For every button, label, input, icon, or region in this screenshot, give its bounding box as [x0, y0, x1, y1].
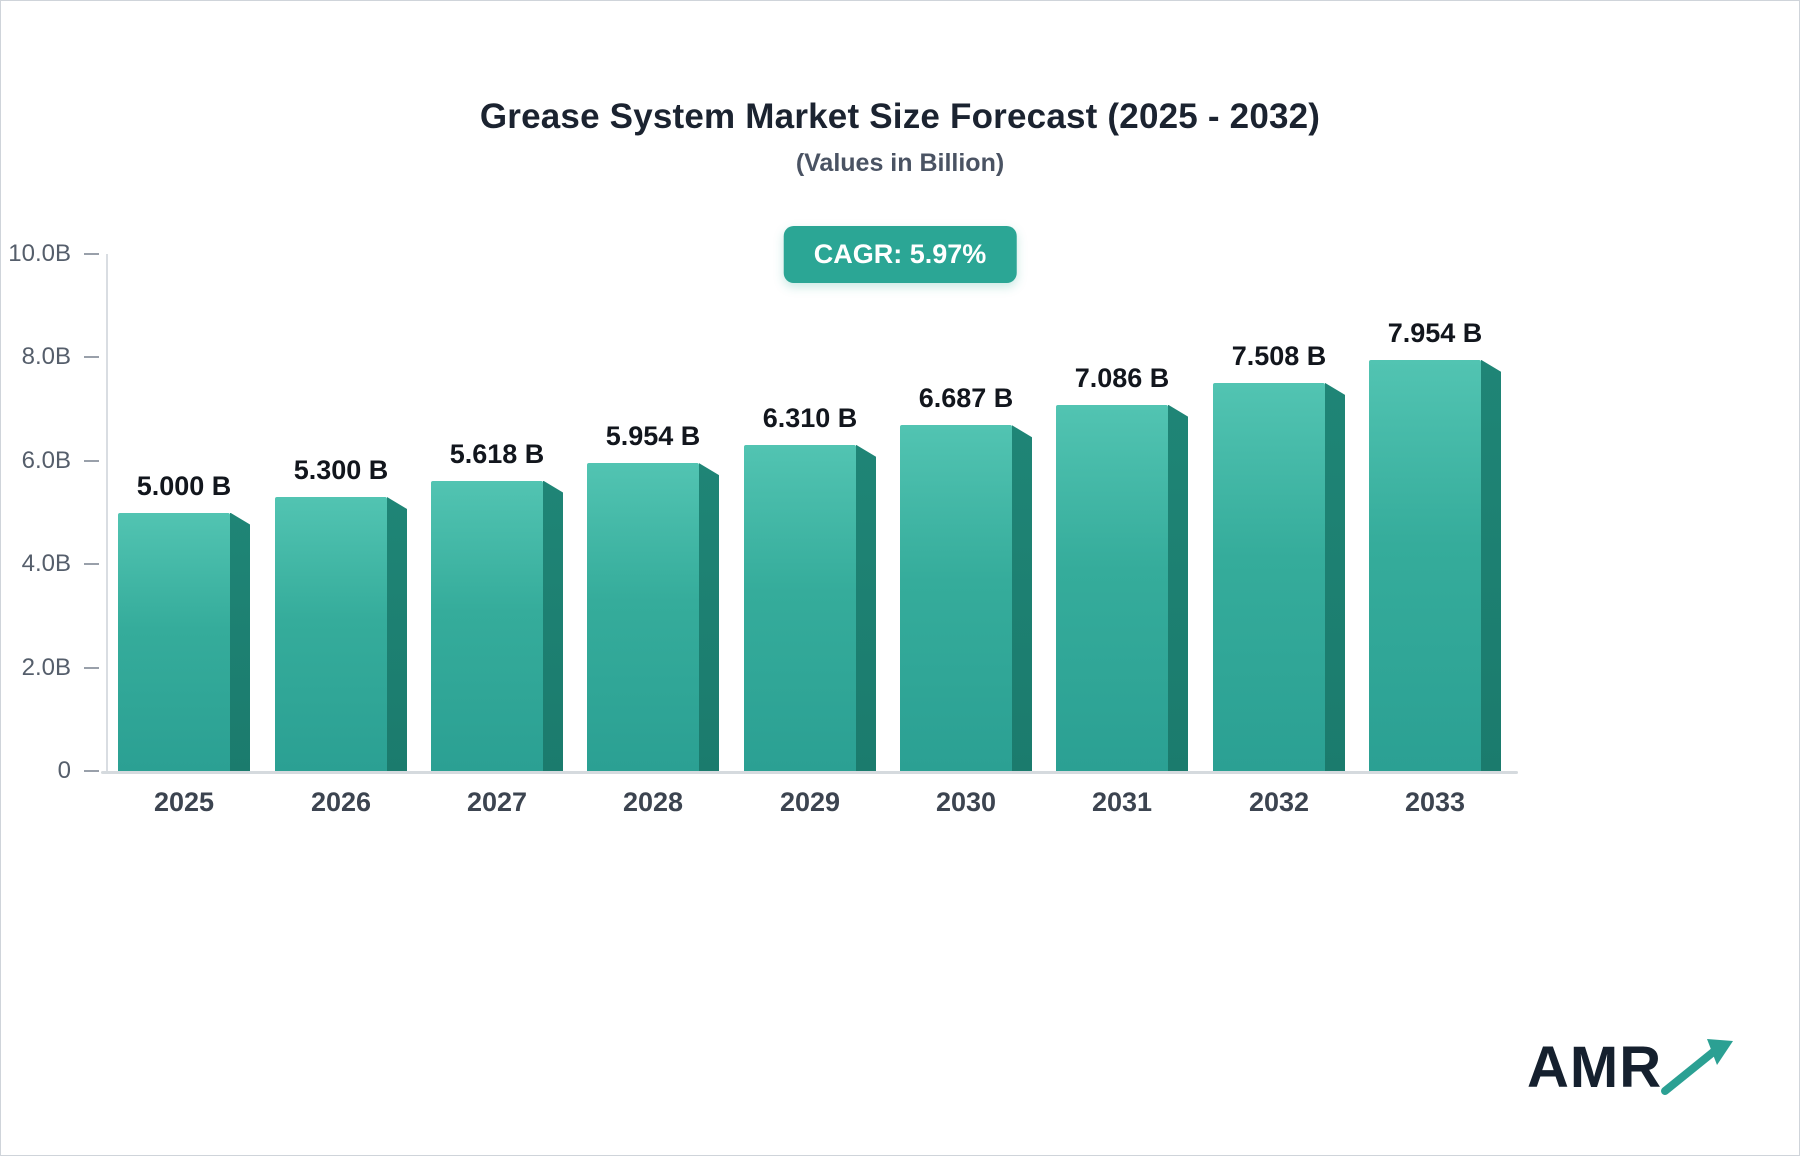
bar-value-label: 6.310 B	[762, 402, 858, 433]
bar-value-label: 7.508 B	[1231, 340, 1327, 371]
bar-value-label: 6.687 B	[918, 383, 1014, 414]
x-category-label: 2032	[1248, 787, 1310, 817]
cagr-badge: CAGR: 5.97%	[783, 226, 1017, 283]
bar-value-label: 5.954 B	[605, 421, 701, 452]
y-tick-label: 0	[57, 757, 71, 784]
y-tick	[84, 253, 99, 255]
x-category-label: 2026	[310, 787, 372, 817]
bar-value-label: 5.000 B	[136, 470, 232, 501]
bar-value-label: 7.954 B	[1387, 317, 1483, 348]
x-category-label: 2029	[779, 787, 841, 817]
bar-value-label: 5.300 B	[293, 454, 389, 485]
bar-side-face	[387, 496, 407, 771]
amr-logo-arrow-icon	[1661, 1039, 1733, 1095]
x-category-label: 2025	[153, 787, 215, 817]
bar-side-face	[1325, 382, 1345, 771]
x-category-label: 2031	[1091, 787, 1153, 817]
y-tick-label: 6.0B	[21, 446, 71, 474]
y-tick	[84, 563, 99, 566]
x-category-label: 2030	[935, 787, 997, 817]
bar	[587, 463, 699, 771]
bar-side-face	[856, 444, 876, 771]
y-tick	[84, 459, 99, 462]
y-tick	[84, 356, 99, 359]
x-category-label: 2028	[622, 787, 684, 817]
amr-logo-text: AMR	[1527, 1035, 1663, 1100]
x-category-label: 2027	[466, 787, 528, 817]
bar	[900, 425, 1012, 771]
y-tick-label: 4.0B	[21, 550, 71, 578]
chart-subtitle: (Values in Billion)	[795, 149, 1005, 177]
x-axis-line	[101, 771, 1518, 774]
chart-title: Grease System Market Size Forecast (2025…	[479, 97, 1321, 136]
bar	[275, 496, 387, 771]
bar-value-label: 7.086 B	[1074, 362, 1170, 393]
x-category-label: 2033	[1404, 787, 1466, 817]
bar-side-face	[1168, 404, 1188, 771]
y-tick	[84, 770, 99, 772]
bar-side-face	[543, 480, 563, 771]
bar	[431, 480, 543, 771]
bar	[744, 444, 856, 771]
bar-value-label: 5.618 B	[449, 438, 545, 469]
bar	[118, 512, 230, 771]
bar-side-face	[1481, 359, 1501, 771]
bar	[1369, 359, 1481, 771]
y-tick-label: 10.0B	[8, 240, 71, 267]
y-tick	[84, 666, 99, 669]
bar-side-face	[230, 512, 250, 771]
y-tick-label: 8.0B	[21, 343, 71, 371]
y-tick-label: 2.0B	[21, 653, 71, 681]
bar-side-face	[1012, 425, 1032, 771]
amr-logo: AMR	[1527, 1027, 1733, 1107]
bar-side-face	[699, 463, 719, 771]
bar	[1056, 404, 1168, 771]
bar	[1213, 382, 1325, 771]
y-axis-line	[106, 254, 108, 771]
